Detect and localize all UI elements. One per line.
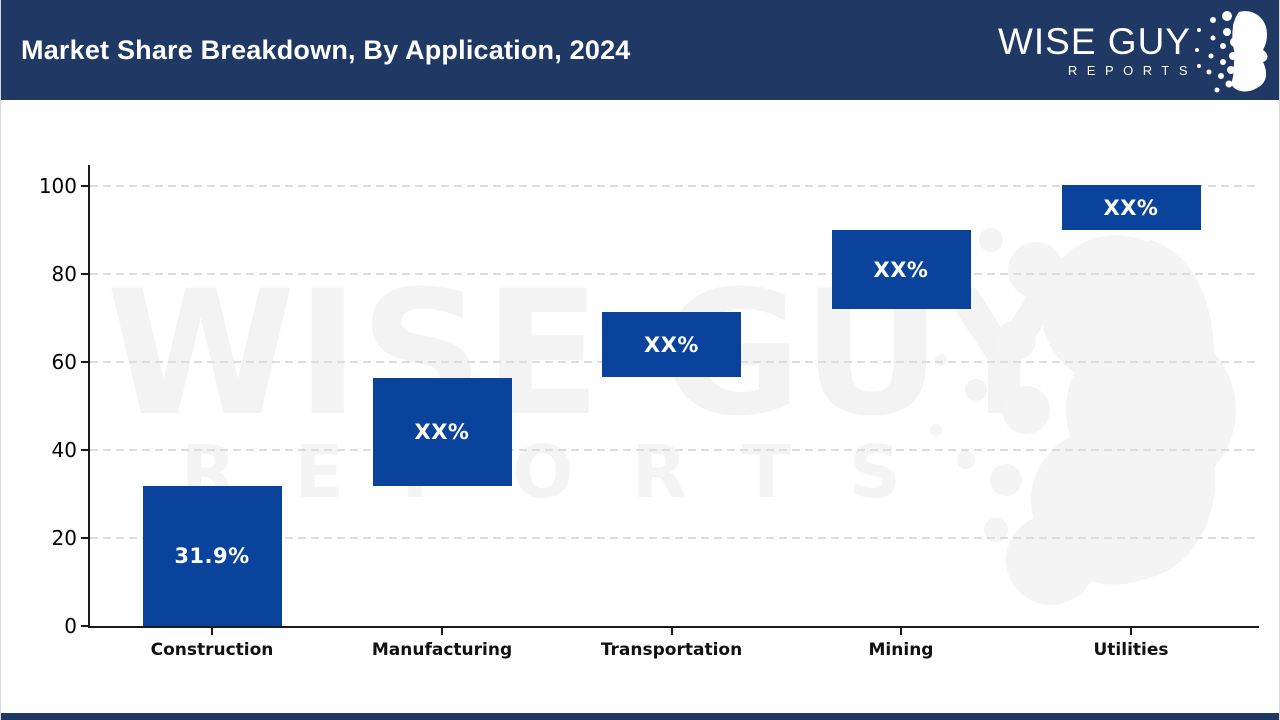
y-axis-tick-label: 60 (51, 350, 77, 374)
page-title: Market Share Breakdown, By Application, … (21, 34, 631, 65)
bar-utilities: XX% (1061, 185, 1201, 230)
x-axis-category-label: Utilities (1093, 640, 1169, 660)
y-axis-tick-label: 40 (51, 438, 77, 462)
x-axis-category-label: Transportation (600, 640, 743, 660)
logo-wordmark: WISE GUY (997, 21, 1191, 62)
wise-guy-head-icon (1195, 11, 1268, 93)
y-axis-tick-mark (81, 537, 89, 539)
y-axis-tick-label: 0 (64, 614, 77, 638)
gridline-40 (90, 449, 1259, 451)
header-bar: Market Share Breakdown, By Application, … (1, 0, 1279, 100)
y-axis-tick-mark (81, 361, 89, 363)
x-axis-tick-mark (1130, 628, 1132, 635)
x-axis-tick-mark (900, 628, 902, 635)
y-axis-tick-mark (81, 185, 89, 187)
y-axis-tick-label: 20 (51, 526, 77, 550)
bar-value-label: XX% (644, 332, 699, 357)
x-axis-line (88, 626, 1259, 628)
y-axis-tick-label: 80 (51, 262, 77, 286)
x-axis-category-label: Mining (868, 640, 934, 660)
y-axis-tick-mark (81, 273, 89, 275)
bar-manufacturing: XX% (372, 377, 512, 486)
wise-guy-logo: WISE GUY REPORTS (997, 21, 1191, 79)
watermark-head-icon (930, 228, 1236, 605)
bar-construction: 31.9% (142, 485, 282, 626)
x-axis-tick-mark (211, 628, 213, 635)
x-axis-category-label: Construction (150, 640, 274, 660)
bar-value-label: XX% (414, 419, 470, 444)
logo-subtitle: REPORTS (1067, 63, 1197, 78)
x-axis-tick-mark (441, 628, 443, 635)
bar-value-label: XX% (1103, 195, 1159, 220)
y-axis-line (88, 165, 90, 628)
gridline-80 (90, 273, 1259, 275)
gridline-100 (90, 185, 1259, 187)
gridline-20 (90, 537, 1259, 539)
x-axis-category-label: Manufacturing (371, 640, 513, 660)
bar-transportation: XX% (602, 311, 741, 378)
bar-value-label: 31.9% (174, 543, 250, 568)
y-axis-tick-mark (81, 625, 89, 627)
y-axis-tick-mark (81, 449, 89, 451)
bar-value-label: XX% (873, 257, 929, 282)
footer-bar (1, 713, 1279, 720)
y-axis-tick-label: 100 (38, 174, 77, 198)
bar-mining: XX% (831, 230, 971, 310)
watermark-subtitle: REPORTS (181, 430, 959, 514)
x-axis-tick-mark (670, 628, 673, 635)
